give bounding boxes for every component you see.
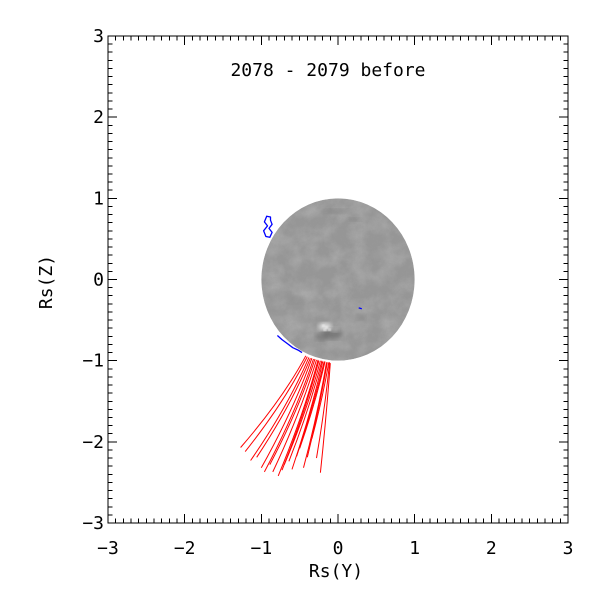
disk-feature <box>322 208 351 214</box>
y-tick-label: 2 <box>93 107 104 128</box>
field-line <box>306 362 328 458</box>
contour-path <box>262 215 273 238</box>
sun-disk-surface <box>261 198 415 361</box>
field-line <box>311 362 330 439</box>
field-line <box>277 359 319 477</box>
x-tick-label: 0 <box>333 538 344 559</box>
sun-disk <box>261 198 415 361</box>
field-line <box>269 358 316 465</box>
disk-speckle <box>323 328 327 332</box>
field-line <box>291 361 324 470</box>
tick-labels: −3 −2 −1 0 1 2 3 −3 −2 −1 0 1 2 3 <box>82 26 573 559</box>
field-line <box>272 359 317 473</box>
field-line <box>288 360 323 462</box>
x-axis-label: Rs(Y) <box>309 561 363 582</box>
x-tick-label: −2 <box>174 538 196 559</box>
y-tick-label: −1 <box>82 351 104 372</box>
contour-lines <box>262 215 362 354</box>
field-line <box>263 358 314 473</box>
field-line <box>316 362 331 459</box>
contour-path <box>276 335 303 354</box>
x-tick-label: −1 <box>250 538 272 559</box>
field-line <box>319 363 331 473</box>
disk-feature <box>356 313 366 321</box>
field-line <box>260 358 313 469</box>
disk-feature <box>318 322 332 331</box>
field-line <box>303 362 327 468</box>
chart-title: 2078 - 2079 before <box>230 60 425 81</box>
disk-speckle <box>327 328 332 332</box>
x-tick-label: 3 <box>563 538 574 559</box>
field-line <box>299 361 326 449</box>
field-line <box>283 360 321 465</box>
axes <box>107 35 569 524</box>
disk-feature <box>288 295 304 304</box>
y-tick-label: 3 <box>93 26 104 47</box>
field-line <box>250 357 310 461</box>
disk-feature <box>331 327 339 333</box>
y-axis-label: Rs(Z) <box>36 255 57 309</box>
disk-speckle <box>324 326 329 329</box>
y-tick-label: −2 <box>82 432 104 453</box>
field-line <box>240 355 307 448</box>
y-tick-label: 1 <box>93 188 104 209</box>
x-tick-label: 2 <box>486 538 497 559</box>
y-tick-label: −3 <box>82 513 104 534</box>
y-tick-label: 0 <box>93 270 104 291</box>
contour-path <box>358 307 362 310</box>
disk-feature <box>347 217 363 222</box>
field-line <box>256 358 311 458</box>
disk-feature <box>315 333 328 342</box>
x-tick-label: −3 <box>97 538 119 559</box>
disk-feature <box>370 250 390 261</box>
field-line <box>244 356 308 452</box>
x-tick-label: 1 <box>409 538 420 559</box>
disk-speckle <box>321 324 326 328</box>
field-lines <box>240 355 331 477</box>
